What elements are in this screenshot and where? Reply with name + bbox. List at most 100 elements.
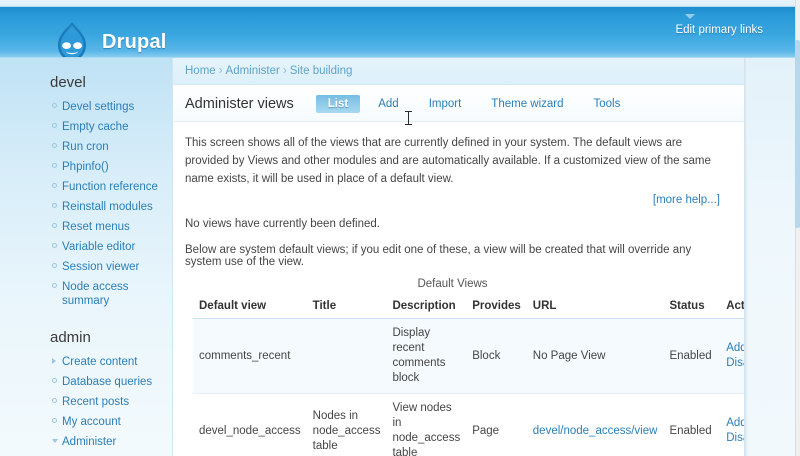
page-scrollbar[interactable] [795,0,800,456]
breadcrumb-separator: › [282,65,287,77]
cell-title [306,318,387,394]
page-title-row: Administer views List Add Import Theme w… [173,85,744,122]
cell-status: Enabled [663,393,721,456]
breadcrumb-item-home[interactable]: Home [185,65,216,77]
cell-status: Enabled [663,318,721,394]
breadcrumb-separator: › [218,65,223,77]
bullet-icon [52,143,57,148]
sidebar-item-recent-posts[interactable]: Recent posts [62,396,130,408]
sidebar-menu-admin: Create content Database queries Recent p… [0,352,172,452]
cell-url: No Page View [526,318,664,394]
list-item: Function reference [0,177,172,197]
more-help-link[interactable]: [more help...] [652,194,720,206]
list-item: Run cron [0,137,172,157]
tab-tools[interactable]: Tools [593,98,621,110]
sidebar-item-administer[interactable]: Administer [62,436,117,448]
table-row: devel_node_access Nodes in node_access t… [193,393,744,456]
bullet-icon [52,203,57,208]
sidebar-item-database-queries[interactable]: Database queries [62,376,153,388]
list-item: Content management [0,452,172,456]
bullet-icon [52,223,57,228]
cell-actions: Add Disable [720,318,744,394]
bullet-icon [52,183,57,188]
cell-provides: Block [466,318,527,394]
list-item: Variable editor [0,237,172,257]
sidebar-item-content-management[interactable]: Content management [0,452,172,456]
url-link[interactable]: devel/node_access/view [532,424,658,437]
list-item: Recent posts [0,392,172,412]
column-header-provides[interactable]: Provides [466,296,527,319]
breadcrumb-item-administer[interactable]: Administer [225,65,280,77]
column-header-title[interactable]: Title [306,296,387,319]
list-item: Reset menus [0,217,172,237]
sidebar-item-run-cron[interactable]: Run cron [62,141,109,153]
bullet-icon [52,263,57,268]
sidebar-menu-devel: Devel settings Empty cache Run cron Phpi… [0,97,172,311]
sidebar-item-reinstall-modules[interactable]: Reinstall modules [62,201,153,213]
default-views-intro: Below are system default views; if you e… [185,244,692,268]
scrollbar-thumb[interactable] [795,40,800,228]
sidebar-submenu-administer: Content management Site building [0,452,172,456]
sidebar-item-create-content[interactable]: Create content [62,356,138,368]
cell-title: Nodes in node_access table [306,393,387,456]
left-sidebar: devel Devel settings Empty cache Run cro… [0,58,172,456]
cell-actions: Add Disable [720,393,744,456]
cell-default-view: devel_node_access [193,393,307,456]
content-body: This screen shows all of the views that … [173,122,744,456]
tab-import[interactable]: Import [428,98,462,110]
list-item: Empty cache [0,117,172,137]
sidebar-item-reset-menus[interactable]: Reset menus [62,221,130,233]
sidebar-item-phpinfo[interactable]: Phpinfo() [62,161,109,173]
tab-theme-wizard[interactable]: Theme wizard [491,98,564,110]
column-header-actions[interactable]: Actions [720,296,744,319]
bullet-icon [52,378,57,383]
sidebar-item-my-account[interactable]: My account [62,416,121,428]
bullet-icon [52,283,57,288]
column-header-status[interactable]: Status [663,296,721,319]
tab-add[interactable]: Add [378,98,399,110]
bullet-icon [52,243,57,248]
sidebar-item-session-viewer[interactable]: Session viewer [62,261,140,273]
site-header: Drupal Edit primary links [0,6,800,61]
list-item: Reinstall modules [0,197,172,217]
list-item: Phpinfo() [0,157,172,177]
sidebar-item-function-reference[interactable]: Function reference [62,181,158,193]
sidebar-block-title-devel: devel [50,74,86,91]
tab-list[interactable]: List [315,95,361,113]
right-gutter [748,58,800,456]
site-branding[interactable]: Drupal [52,21,167,63]
cell-description: View nodes in node_access table [386,393,467,456]
drupal-droplet-icon [52,21,92,63]
column-header-description[interactable]: Description [386,296,467,319]
action-toggle-link[interactable]: Disable [726,357,744,369]
sidebar-item-node-access-summary[interactable]: Node access summary [62,281,129,307]
list-item: Session viewer [0,257,172,277]
sidebar-item-devel-settings[interactable]: Devel settings [62,101,135,113]
table-head: Default view Title Description Provides … [193,296,744,319]
breadcrumb-item-site-building[interactable]: Site building [289,65,353,77]
page-title: Administer views [185,96,294,112]
list-item: Database queries [0,372,172,392]
edit-primary-links[interactable]: Edit primary links [675,24,763,36]
panel-shadow [744,58,748,456]
column-header-url[interactable]: URL [526,296,664,319]
no-views-message: No views have currently been defined. [185,218,380,230]
action-add-link[interactable]: Add [726,342,744,354]
site-name: Drupal [102,30,167,53]
cell-description: Display recent comments block [386,318,467,394]
action-add-link[interactable]: Add [726,417,744,429]
table-row: comments_recent Display recent comments … [193,318,744,394]
list-item: Node access summary [0,277,172,311]
sidebar-item-variable-editor[interactable]: Variable editor [62,241,136,253]
column-header-default-view[interactable]: Default view [193,296,307,319]
list-item: My account [0,412,172,432]
cell-default-view: comments_recent [193,318,307,394]
list-item: Create content [0,352,172,372]
primary-links-marker-icon [685,14,695,19]
action-toggle-link[interactable]: Disable [726,432,744,444]
view-tabs: List Add Import Theme wizard Tools [315,95,633,113]
table-caption: Default Views [417,278,488,290]
list-item: Devel settings [0,97,172,117]
table-body: comments_recent Display recent comments … [193,318,744,456]
sidebar-item-empty-cache[interactable]: Empty cache [62,121,129,133]
